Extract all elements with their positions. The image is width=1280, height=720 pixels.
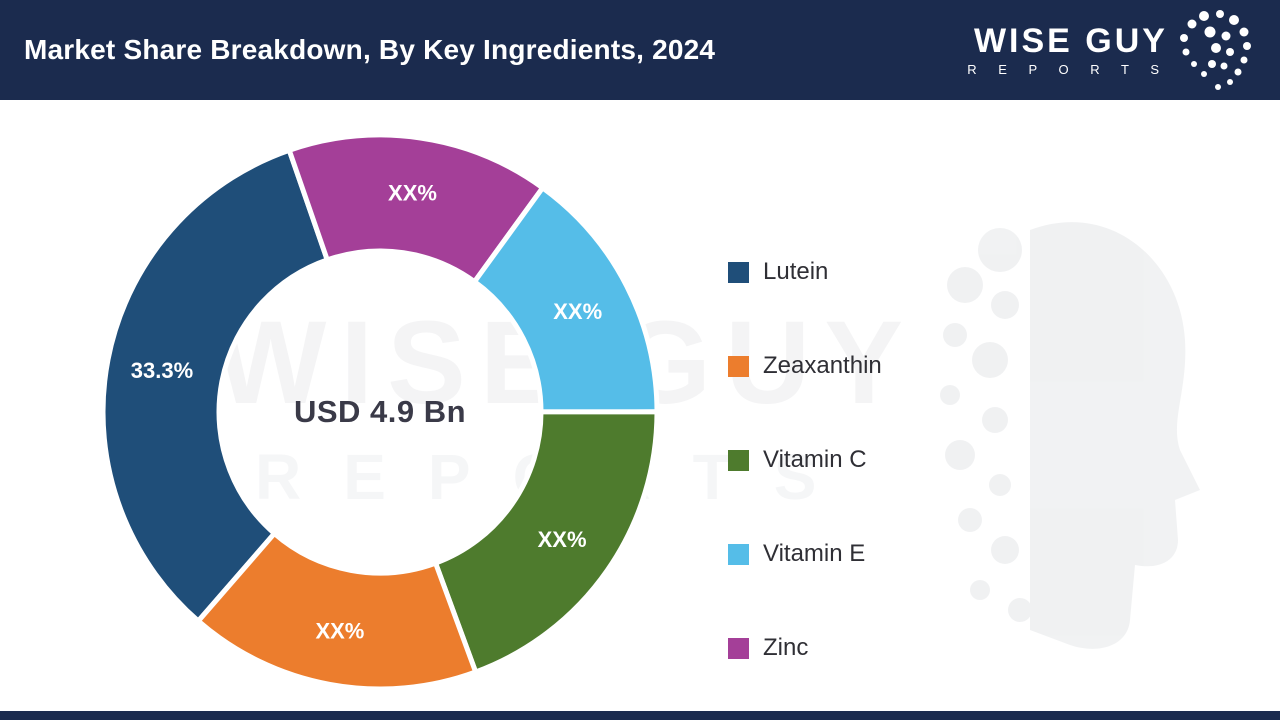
donut-segment-zinc: [286, 132, 546, 285]
donut-segment-lutein: [100, 147, 330, 624]
donut-chart: 33.3% XX% XX% XX% XX%: [100, 132, 660, 692]
logo-wordmark: WISE GUY: [973, 21, 1168, 60]
legend-label: Vitamin C: [763, 446, 867, 473]
page-title: Market Share Breakdown, By Key Ingredien…: [24, 34, 716, 65]
donut-segment-vitamin-c: [433, 409, 660, 675]
legend-item-zeaxanthin: Zeaxanthin: [728, 352, 882, 380]
legend-label: Lutein: [763, 258, 829, 285]
legend-item-vitamin-c: Vitamin C: [728, 446, 882, 474]
header: Market Share Breakdown, By Key Ingredien…: [0, 0, 1280, 100]
donut-segment-zeaxanthin: [195, 531, 479, 692]
donut-chart-svg: 33.3% XX% XX% XX% XX%: [100, 132, 660, 692]
legend-swatch-vitamin-c: [728, 449, 749, 471]
legend-item-vitamin-e: Vitamin E: [728, 540, 882, 568]
slice-label-zeaxanthin: XX%: [315, 618, 364, 643]
legend-label: Vitamin E: [763, 540, 866, 567]
watermark-head-icon: [940, 222, 1200, 649]
legend-swatch-zinc: [728, 637, 749, 659]
legend-label: Zinc: [763, 634, 809, 661]
slice-label-lutein: 33.3%: [131, 358, 193, 383]
slice-label-vitamin-c: XX%: [538, 527, 587, 552]
legend-swatch-lutein: [728, 261, 749, 283]
wise-guy-logo: WISE GUY R E P O R T S: [967, 8, 1252, 92]
chart-legend: Lutein Zeaxanthin Vitamin C Vitamin E Zinc: [728, 258, 882, 720]
slice-label-zinc: XX%: [388, 180, 437, 205]
slice-label-vitamin-e: XX%: [553, 299, 602, 324]
logo-subtext: R E P O R T S: [967, 61, 1168, 77]
legend-item-lutein: Lutein: [728, 258, 882, 286]
legend-item-zinc: Zinc: [728, 634, 882, 662]
legend-swatch-vitamin-e: [728, 543, 749, 565]
legend-label: Zeaxanthin: [763, 352, 882, 379]
logo-head-dots-icon: [1180, 10, 1251, 90]
footer-bar: [0, 711, 1280, 720]
logo-text: WISE GUY R E P O R T S: [967, 24, 1168, 77]
legend-swatch-zeaxanthin: [728, 355, 749, 377]
